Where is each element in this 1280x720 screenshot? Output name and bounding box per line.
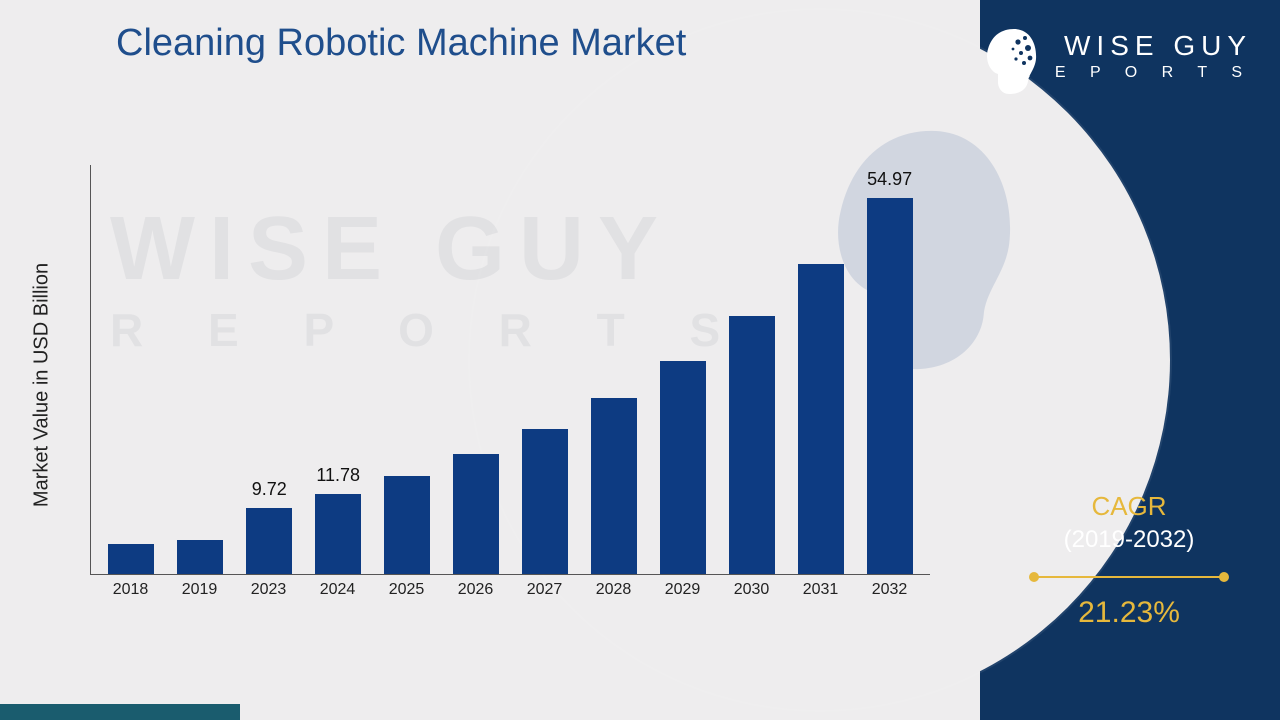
bar-slot (373, 165, 442, 574)
x-tick-label: 2026 (441, 575, 510, 605)
bar-slot: 54.97 (855, 165, 924, 574)
bar-slot (511, 165, 580, 574)
cagr-label: CAGR (1014, 491, 1244, 522)
page-title: Cleaning Robotic Machine Market (116, 22, 686, 65)
x-tick-label: 2029 (648, 575, 717, 605)
chart: Market Value in USD Billion 9.7211.7854.… (60, 165, 930, 605)
x-tick-label: 2023 (234, 575, 303, 605)
bar-slot (786, 165, 855, 574)
bar (246, 508, 292, 574)
x-tick-label: 2030 (717, 575, 786, 605)
plot-area: 9.72 11.78 54.97 (90, 165, 930, 575)
x-tick-label: 2024 (303, 575, 372, 605)
bar-slot (717, 165, 786, 574)
bars-container: 9.72 11.78 54.97 (91, 165, 930, 574)
cagr-divider (1034, 576, 1224, 578)
bar (453, 454, 499, 574)
bar-value-label: 11.78 (316, 465, 360, 486)
bar (177, 540, 223, 574)
bar (384, 476, 430, 574)
x-tick-label: 2025 (372, 575, 441, 605)
x-tick-label: 2031 (786, 575, 855, 605)
cagr-block: CAGR (2019-2032) 21.23% (1014, 491, 1244, 630)
bar-value-label: 54.97 (867, 169, 912, 190)
x-axis-labels: 2018201920232024202520262027202820292030… (90, 575, 930, 605)
bar-slot: 11.78 (304, 165, 373, 574)
bar-slot (579, 165, 648, 574)
bar-slot (648, 165, 717, 574)
x-tick-label: 2032 (855, 575, 924, 605)
brand-logo: WISE GUY R E P O R T S (1019, 30, 1252, 82)
y-axis-label: Market Value in USD Billion (31, 263, 54, 507)
x-tick-label: 2027 (510, 575, 579, 605)
brand-line2: R E P O R T S (1019, 64, 1252, 82)
bar (798, 264, 844, 574)
bar-slot (166, 165, 235, 574)
bar-value-label: 9.72 (252, 479, 287, 500)
bar (315, 494, 361, 574)
bar-slot: 9.72 (235, 165, 304, 574)
bar-slot (97, 165, 166, 574)
x-tick-label: 2028 (579, 575, 648, 605)
cagr-value: 21.23% (1014, 596, 1244, 630)
bar-slot (442, 165, 511, 574)
bar (108, 544, 154, 574)
brand-line1: WISE GUY (1019, 30, 1252, 62)
bar (660, 361, 706, 574)
bar (729, 316, 775, 574)
bar (591, 398, 637, 574)
bottom-strip (0, 704, 240, 720)
cagr-years: (2019-2032) (1014, 526, 1244, 554)
bar (522, 429, 568, 574)
x-tick-label: 2019 (165, 575, 234, 605)
x-tick-label: 2018 (96, 575, 165, 605)
bar (867, 198, 913, 574)
